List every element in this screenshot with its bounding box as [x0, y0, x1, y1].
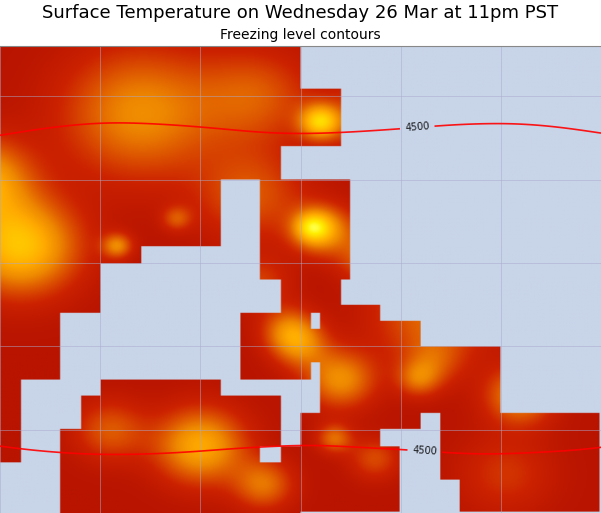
Text: Surface Temperature on Wednesday 26 Mar at 11pm PST: Surface Temperature on Wednesday 26 Mar … [43, 4, 558, 22]
Text: 4500: 4500 [412, 445, 438, 457]
Text: Freezing level contours: Freezing level contours [220, 28, 381, 42]
Text: 4500: 4500 [404, 122, 430, 133]
